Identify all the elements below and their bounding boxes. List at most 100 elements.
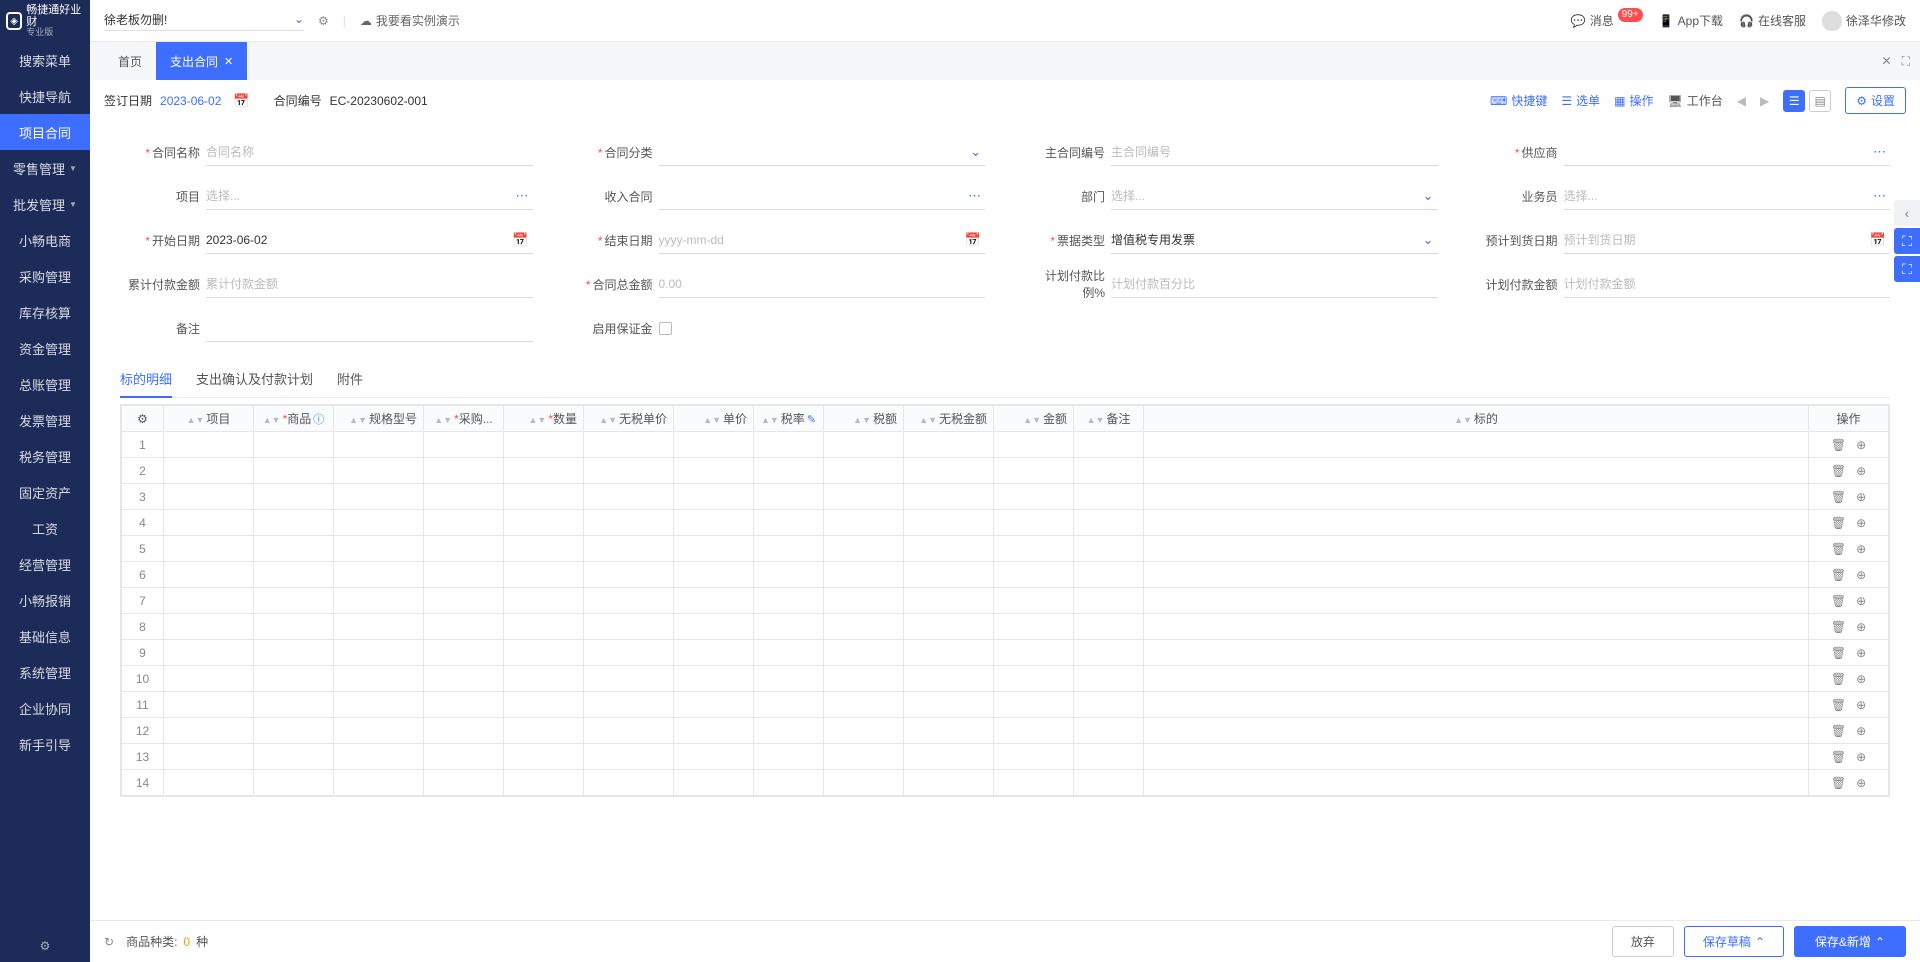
copy-icon[interactable]: ⊕	[1856, 698, 1866, 712]
project-select[interactable]	[206, 189, 512, 203]
nav-item[interactable]: 发票管理	[0, 402, 90, 438]
delete-icon[interactable]: 🗑	[1831, 698, 1846, 712]
nav-item[interactable]: 新手引导	[0, 726, 90, 762]
nav-item[interactable]: 经营管理	[0, 546, 90, 582]
table-row[interactable]: 13🗑⊕	[122, 744, 1889, 770]
contract-name-input[interactable]	[206, 145, 533, 159]
more-icon[interactable]: ⋯	[1869, 188, 1890, 204]
table-row[interactable]: 5🗑⊕	[122, 536, 1889, 562]
delete-icon[interactable]: 🗑	[1831, 438, 1846, 452]
nav-item[interactable]: 工资	[0, 510, 90, 546]
copy-icon[interactable]: ⊕	[1856, 516, 1866, 530]
table-row[interactable]: 12🗑⊕	[122, 718, 1889, 744]
float-collapse[interactable]: ‹	[1894, 200, 1920, 226]
copy-icon[interactable]: ⊕	[1856, 594, 1866, 608]
close-icon[interactable]: ✕	[224, 55, 233, 68]
nav-item[interactable]: 搜索菜单	[0, 42, 90, 78]
table-row[interactable]: 6🗑⊕	[122, 562, 1889, 588]
prev-icon[interactable]: ◀	[1737, 94, 1746, 108]
calendar-icon[interactable]: 📅	[1866, 232, 1890, 248]
table-row[interactable]: 9🗑⊕	[122, 640, 1889, 666]
table-row[interactable]: 8🗑⊕	[122, 614, 1889, 640]
start-date-input[interactable]	[206, 233, 508, 247]
nav-item[interactable]: 采购管理	[0, 258, 90, 294]
nav-item[interactable]: 固定资产	[0, 474, 90, 510]
remark-input[interactable]	[206, 321, 533, 335]
copy-icon[interactable]: ⊕	[1856, 672, 1866, 686]
tab-active[interactable]: 支出合同 ✕	[156, 42, 247, 80]
total-amount-input[interactable]	[659, 277, 986, 291]
nav-item[interactable]: 项目合同	[0, 114, 90, 150]
nav-item[interactable]: 资金管理	[0, 330, 90, 366]
app-download[interactable]: 📱 App下载	[1659, 12, 1723, 29]
delete-icon[interactable]: 🗑	[1831, 464, 1846, 478]
delete-icon[interactable]: 🗑	[1831, 620, 1846, 634]
settings-button[interactable]: ⚙设置	[1845, 87, 1906, 114]
end-date-input[interactable]	[659, 233, 961, 247]
deposit-checkbox[interactable]	[659, 322, 672, 335]
delete-icon[interactable]: 🗑	[1831, 672, 1846, 686]
tab-detail[interactable]: 标的明细	[120, 361, 172, 398]
messages[interactable]: 💬 消息 99+	[1571, 12, 1643, 29]
float-expand1[interactable]: ⛶	[1894, 228, 1920, 254]
table-row[interactable]: 3🗑⊕	[122, 484, 1889, 510]
calendar-icon[interactable]: 📅	[961, 232, 985, 248]
operate-button[interactable]: ▦操作	[1614, 92, 1653, 109]
nav-item[interactable]: 零售管理▼	[0, 150, 90, 186]
select-bill-button[interactable]: ☰选单	[1561, 92, 1600, 109]
workbench-button[interactable]: 🖥工作台	[1668, 92, 1723, 109]
fullscreen-icon[interactable]: ⛶	[1902, 54, 1910, 69]
nav-item[interactable]: 总账管理	[0, 366, 90, 402]
copy-icon[interactable]: ⊕	[1856, 568, 1866, 582]
demo-link[interactable]: ☁ 我要看实例演示	[360, 12, 460, 29]
table-row[interactable]: 11🗑⊕	[122, 692, 1889, 718]
save-draft-button[interactable]: 保存草稿⌃	[1684, 926, 1784, 957]
company-select[interactable]: 徐老板勿删! ⌄	[104, 11, 304, 31]
next-icon[interactable]: ▶	[1760, 94, 1769, 108]
delete-icon[interactable]: 🗑	[1831, 516, 1846, 530]
tab-home[interactable]: 首页	[104, 42, 156, 80]
nav-item[interactable]: 库存核算	[0, 294, 90, 330]
delete-icon[interactable]: 🗑	[1831, 776, 1846, 790]
invoice-type-select[interactable]: 增值税专用发票	[1111, 231, 1419, 248]
edit-icon[interactable]: ✎	[807, 414, 816, 426]
table-settings-icon[interactable]: ⚙	[122, 406, 164, 432]
income-contract-input[interactable]	[659, 189, 965, 203]
float-expand2[interactable]: ⛶	[1894, 256, 1920, 282]
tab-payment-plan[interactable]: 支出确认及付款计划	[196, 361, 313, 397]
copy-icon[interactable]: ⊕	[1856, 724, 1866, 738]
nav-item[interactable]: 小畅报销	[0, 582, 90, 618]
delete-icon[interactable]: 🗑	[1831, 724, 1846, 738]
delete-icon[interactable]: 🗑	[1831, 750, 1846, 764]
sign-date-value[interactable]: 2023-06-02	[160, 94, 221, 108]
chevron-down-icon[interactable]: ⌄	[966, 144, 985, 160]
close-all-icon[interactable]: ✕	[1882, 54, 1892, 68]
delete-icon[interactable]: 🗑	[1831, 568, 1846, 582]
copy-icon[interactable]: ⊕	[1856, 750, 1866, 764]
more-icon[interactable]: ⋯	[512, 188, 533, 204]
online-service[interactable]: 🎧 在线客服	[1739, 12, 1806, 29]
table-row[interactable]: 14🗑⊕	[122, 770, 1889, 796]
chevron-down-icon[interactable]: ⌄	[1419, 232, 1438, 248]
table-row[interactable]: 7🗑⊕	[122, 588, 1889, 614]
nav-item[interactable]: 快捷导航	[0, 78, 90, 114]
accumulated-pay-input[interactable]	[206, 277, 533, 291]
delete-icon[interactable]: 🗑	[1831, 646, 1846, 660]
plan-amount-input[interactable]	[1564, 277, 1891, 291]
info-icon[interactable]: ⓘ	[313, 414, 324, 426]
nav-item[interactable]: 企业协同	[0, 690, 90, 726]
plan-percent-input[interactable]	[1111, 277, 1438, 291]
save-new-button[interactable]: 保存&新增⌃	[1794, 926, 1906, 957]
copy-icon[interactable]: ⊕	[1856, 490, 1866, 504]
more-icon[interactable]: ⋯	[964, 188, 985, 204]
salesperson-select[interactable]	[1564, 189, 1870, 203]
view-card-button[interactable]: ▤	[1809, 90, 1831, 112]
more-icon[interactable]: ⋯	[1869, 144, 1890, 160]
copy-icon[interactable]: ⊕	[1856, 620, 1866, 634]
nav-item[interactable]: 批发管理▼	[0, 186, 90, 222]
expect-date-input[interactable]	[1564, 233, 1866, 247]
refresh-icon[interactable]: ↻	[104, 935, 114, 949]
view-list-button[interactable]: ☰	[1783, 90, 1805, 112]
shortcut-button[interactable]: ⌨快捷键	[1490, 92, 1547, 109]
nav-item[interactable]: 小畅电商	[0, 222, 90, 258]
